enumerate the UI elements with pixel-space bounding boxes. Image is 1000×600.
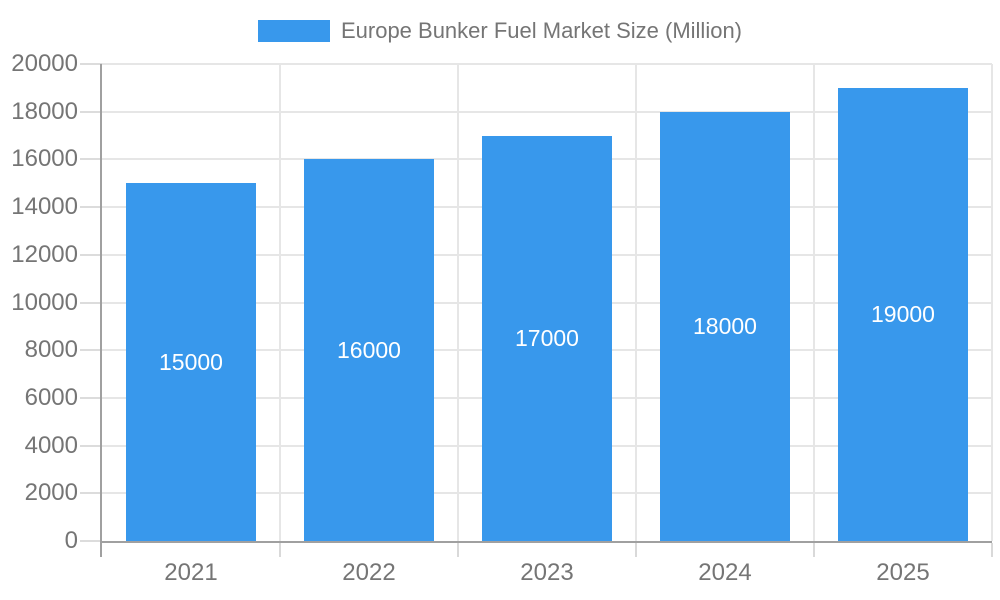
x-axis-tick bbox=[635, 543, 637, 557]
y-tick-label: 14000 bbox=[11, 193, 78, 221]
gridline-vertical bbox=[279, 64, 281, 541]
x-axis-tick bbox=[991, 543, 993, 557]
bar-value-label: 16000 bbox=[337, 337, 401, 364]
bar bbox=[304, 159, 434, 541]
y-axis-tick bbox=[80, 158, 102, 161]
y-tick-label: 8000 bbox=[24, 336, 78, 364]
gridline-vertical bbox=[457, 64, 459, 541]
y-tick-label: 4000 bbox=[24, 431, 78, 459]
y-tick-label: 10000 bbox=[11, 288, 78, 316]
bar bbox=[126, 183, 256, 541]
y-axis-tick bbox=[80, 492, 102, 495]
y-tick-label: 16000 bbox=[11, 145, 78, 173]
bar-value-label: 17000 bbox=[515, 325, 579, 352]
y-axis-tick bbox=[80, 540, 102, 542]
x-axis-tick bbox=[457, 543, 459, 557]
y-tick-label: 0 bbox=[64, 527, 78, 554]
gridline-horizontal bbox=[102, 110, 992, 113]
y-tick-label: 12000 bbox=[11, 240, 78, 268]
y-axis-tick bbox=[80, 396, 102, 399]
bar bbox=[838, 87, 968, 541]
y-tick-label: 20000 bbox=[11, 50, 78, 77]
legend-label[interactable]: Europe Bunker Fuel Market Size (Million) bbox=[340, 18, 743, 43]
bar bbox=[660, 111, 790, 541]
y-axis-tick bbox=[80, 301, 102, 304]
gridline-vertical bbox=[813, 64, 815, 541]
bar-value-label: 15000 bbox=[159, 349, 223, 376]
y-axis-tick bbox=[80, 349, 102, 352]
y-tick-label: 2000 bbox=[24, 479, 78, 507]
legend: Europe Bunker Fuel Market Size (Million) bbox=[0, 18, 1000, 44]
x-axis-tick bbox=[813, 543, 815, 557]
y-axis-line bbox=[100, 64, 102, 557]
x-tick-label: 2024 bbox=[698, 559, 752, 586]
y-axis-tick bbox=[80, 206, 102, 209]
y-tick-label: 6000 bbox=[24, 383, 78, 411]
gridline-horizontal bbox=[102, 63, 992, 65]
x-tick-label: 2022 bbox=[342, 559, 396, 586]
y-axis-tick bbox=[80, 444, 102, 447]
x-tick-label: 2025 bbox=[876, 559, 930, 586]
y-axis-tick bbox=[80, 253, 102, 256]
x-axis-tick bbox=[279, 543, 281, 557]
gridline-vertical bbox=[991, 64, 993, 541]
bar bbox=[482, 135, 612, 541]
x-tick-label: 2021 bbox=[164, 559, 218, 586]
y-axis-tick bbox=[80, 63, 102, 65]
x-tick-label: 2023 bbox=[520, 559, 574, 586]
y-axis-tick bbox=[80, 110, 102, 113]
legend-swatch[interactable] bbox=[257, 20, 330, 42]
bar-value-label: 18000 bbox=[693, 313, 757, 340]
gridline-vertical bbox=[635, 64, 637, 541]
y-tick-label: 18000 bbox=[11, 97, 78, 125]
bar-value-label: 19000 bbox=[871, 301, 935, 328]
x-axis-line bbox=[100, 541, 992, 543]
